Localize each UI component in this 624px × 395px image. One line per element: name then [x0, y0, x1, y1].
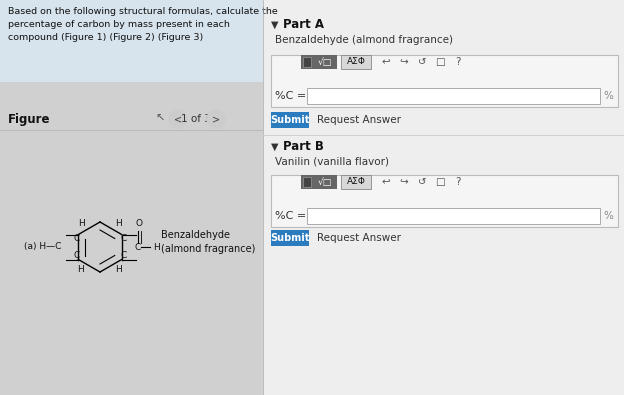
Text: ΑΣΦ: ΑΣΦ — [346, 58, 366, 66]
Text: Vanilin (vanilla flavor): Vanilin (vanilla flavor) — [275, 157, 389, 167]
Text: ↩: ↩ — [382, 177, 391, 187]
Text: H: H — [115, 265, 122, 273]
Bar — [263, 0, 624, 395]
Text: √□: √□ — [318, 177, 332, 186]
Bar — [303, 57, 311, 67]
Text: ↺: ↺ — [417, 57, 426, 67]
Text: >: > — [212, 114, 220, 124]
Text: <: < — [174, 114, 182, 124]
Bar — [271, 55, 618, 107]
Text: ▼: ▼ — [271, 142, 278, 152]
Bar — [307, 88, 600, 104]
Text: ?: ? — [456, 57, 461, 67]
Text: H: H — [153, 243, 159, 252]
Bar — [301, 175, 337, 189]
Text: ?: ? — [456, 177, 461, 187]
Text: Benzaldehyde (almond fragrance): Benzaldehyde (almond fragrance) — [275, 35, 453, 45]
Text: %: % — [603, 91, 613, 101]
Text: Request Answer: Request Answer — [317, 233, 401, 243]
Text: ↪: ↪ — [399, 57, 408, 67]
Text: C: C — [73, 234, 79, 243]
Bar — [271, 230, 309, 246]
Text: Part A: Part A — [283, 19, 324, 32]
Bar — [303, 177, 311, 187]
Bar — [341, 55, 371, 69]
Bar — [307, 208, 600, 224]
Text: Figure: Figure — [8, 113, 51, 126]
Text: □: □ — [435, 177, 445, 187]
Text: □: □ — [435, 57, 445, 67]
Bar — [271, 112, 309, 128]
Text: H: H — [78, 218, 85, 228]
Text: C: C — [73, 251, 79, 260]
Text: ↩: ↩ — [382, 57, 391, 67]
Text: Based on the following structural formulas, calculate the
percentage of carbon b: Based on the following structural formul… — [8, 7, 278, 42]
Text: 1 of 3: 1 of 3 — [181, 114, 211, 124]
Text: ΑΣΦ: ΑΣΦ — [346, 177, 366, 186]
Text: %C =: %C = — [275, 91, 306, 101]
Text: ↖: ↖ — [155, 114, 164, 124]
Text: C: C — [120, 251, 127, 260]
Text: ↺: ↺ — [417, 177, 426, 187]
Text: H: H — [77, 265, 84, 273]
Text: %: % — [603, 211, 613, 221]
Text: √□: √□ — [318, 58, 332, 66]
Text: (a) H—C: (a) H—C — [24, 243, 61, 252]
Bar — [271, 175, 618, 227]
Text: C: C — [120, 234, 127, 243]
Text: ▼: ▼ — [271, 20, 278, 30]
Bar — [301, 55, 337, 69]
Text: O: O — [135, 219, 142, 228]
Text: %C =: %C = — [275, 211, 306, 221]
Text: ↪: ↪ — [399, 177, 408, 187]
Text: Submit: Submit — [270, 233, 310, 243]
Circle shape — [207, 110, 225, 128]
Text: Part B: Part B — [283, 141, 324, 154]
Text: Benzaldehyde
(almond fragrance): Benzaldehyde (almond fragrance) — [160, 229, 255, 254]
Text: C: C — [135, 243, 141, 252]
Text: H: H — [115, 218, 122, 228]
Text: Submit: Submit — [270, 115, 310, 125]
Circle shape — [169, 110, 187, 128]
Bar — [0, 82, 263, 395]
Bar — [0, 0, 263, 82]
Text: Request Answer: Request Answer — [317, 115, 401, 125]
Bar — [341, 175, 371, 189]
